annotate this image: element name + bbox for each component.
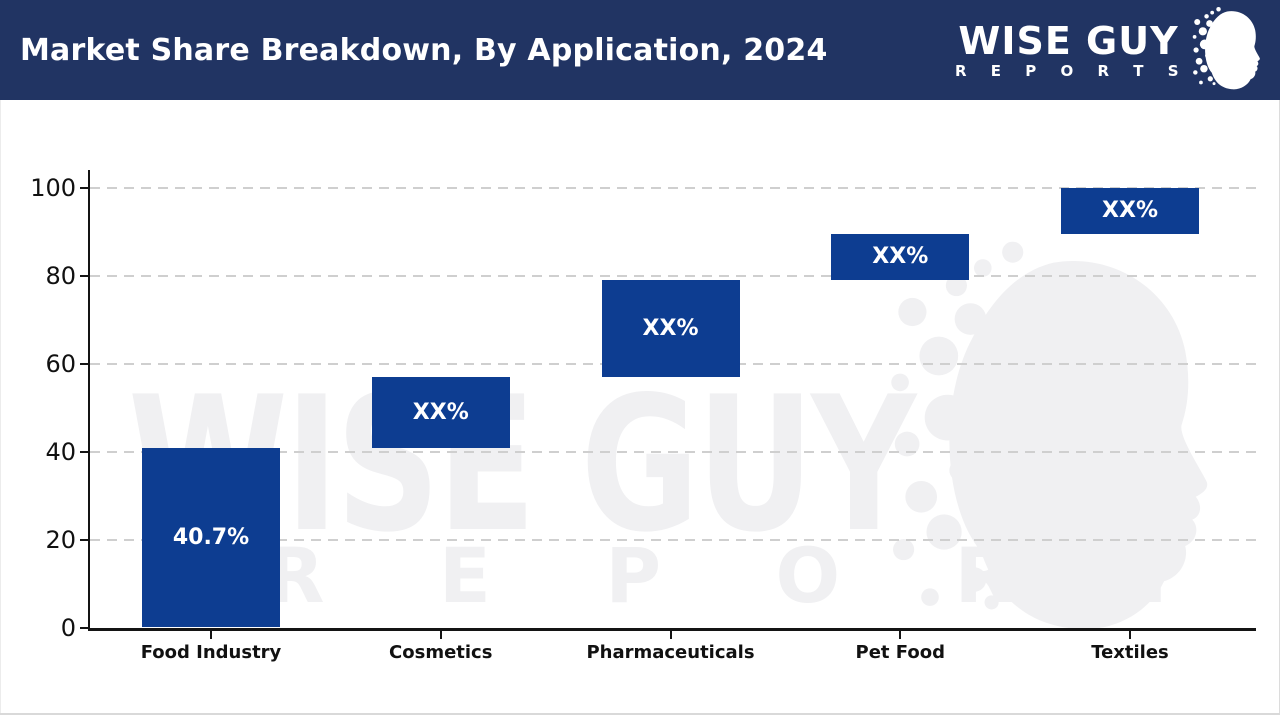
watermark-face-icon — [886, 218, 1238, 670]
header: Market Share Breakdown, By Application, … — [0, 0, 1280, 100]
page-title: Market Share Breakdown, By Application, … — [20, 32, 828, 68]
bar-value-label: XX% — [412, 400, 469, 426]
y-tick-label: 20 — [45, 525, 76, 554]
x-category-label: Textiles — [1091, 641, 1169, 663]
bar-pet-food: XX% — [831, 233, 970, 280]
y-tick-label: 100 — [30, 173, 76, 202]
x-tick — [210, 630, 212, 639]
bar-value-label: XX% — [872, 244, 929, 270]
bar-pharmaceuticals: XX% — [601, 279, 740, 377]
y-tick-label: 80 — [45, 261, 76, 290]
bottom-divider — [0, 713, 1280, 715]
y-tick — [80, 626, 88, 629]
x-category-label: Food Industry — [140, 641, 282, 663]
x-category-label: Cosmetics — [389, 641, 493, 663]
y-tick-label: 0 — [60, 613, 76, 642]
y-tick-label: 40 — [45, 437, 76, 466]
bar-textiles: XX% — [1061, 187, 1199, 234]
logo-wordmark: WISE GUY — [958, 18, 1179, 63]
x-tick — [899, 630, 902, 639]
plot-area: WISE GUY R E P O R T S 0 20 40 60 80 100 40.7%… — [0, 100, 1280, 715]
logo-subtext: R E P O R T S — [955, 61, 1188, 80]
y-tick — [80, 450, 88, 453]
wiseguy-logo: WISE GUY R E P O R T S — [949, 6, 1268, 94]
gridline — [90, 450, 1256, 453]
bar-value-label: XX% — [1102, 198, 1158, 224]
bar-cosmetics: XX% — [371, 376, 510, 449]
logo-face-icon — [1190, 7, 1268, 93]
y-tick — [80, 538, 88, 541]
gridline — [90, 538, 1256, 541]
y-axis — [88, 170, 90, 630]
x-category-label: Pet Food — [855, 641, 945, 663]
y-tick-label: 60 — [45, 349, 76, 378]
bar-food-industry: 40.7% — [142, 448, 280, 628]
bar-value-label: XX% — [642, 315, 699, 341]
x-tick — [1129, 630, 1131, 639]
y-tick — [80, 362, 88, 365]
gridline — [90, 274, 1256, 277]
watermark-subtext: R E P O R T S — [266, 531, 1280, 620]
x-category-label: Pharmaceuticals — [586, 641, 755, 663]
x-tick — [669, 630, 672, 639]
y-tick — [80, 186, 88, 189]
gridline — [90, 186, 1256, 189]
bar-value-label: 40.7% — [172, 525, 250, 551]
x-axis — [88, 627, 1256, 631]
y-tick — [80, 274, 88, 277]
x-tick — [439, 630, 442, 639]
